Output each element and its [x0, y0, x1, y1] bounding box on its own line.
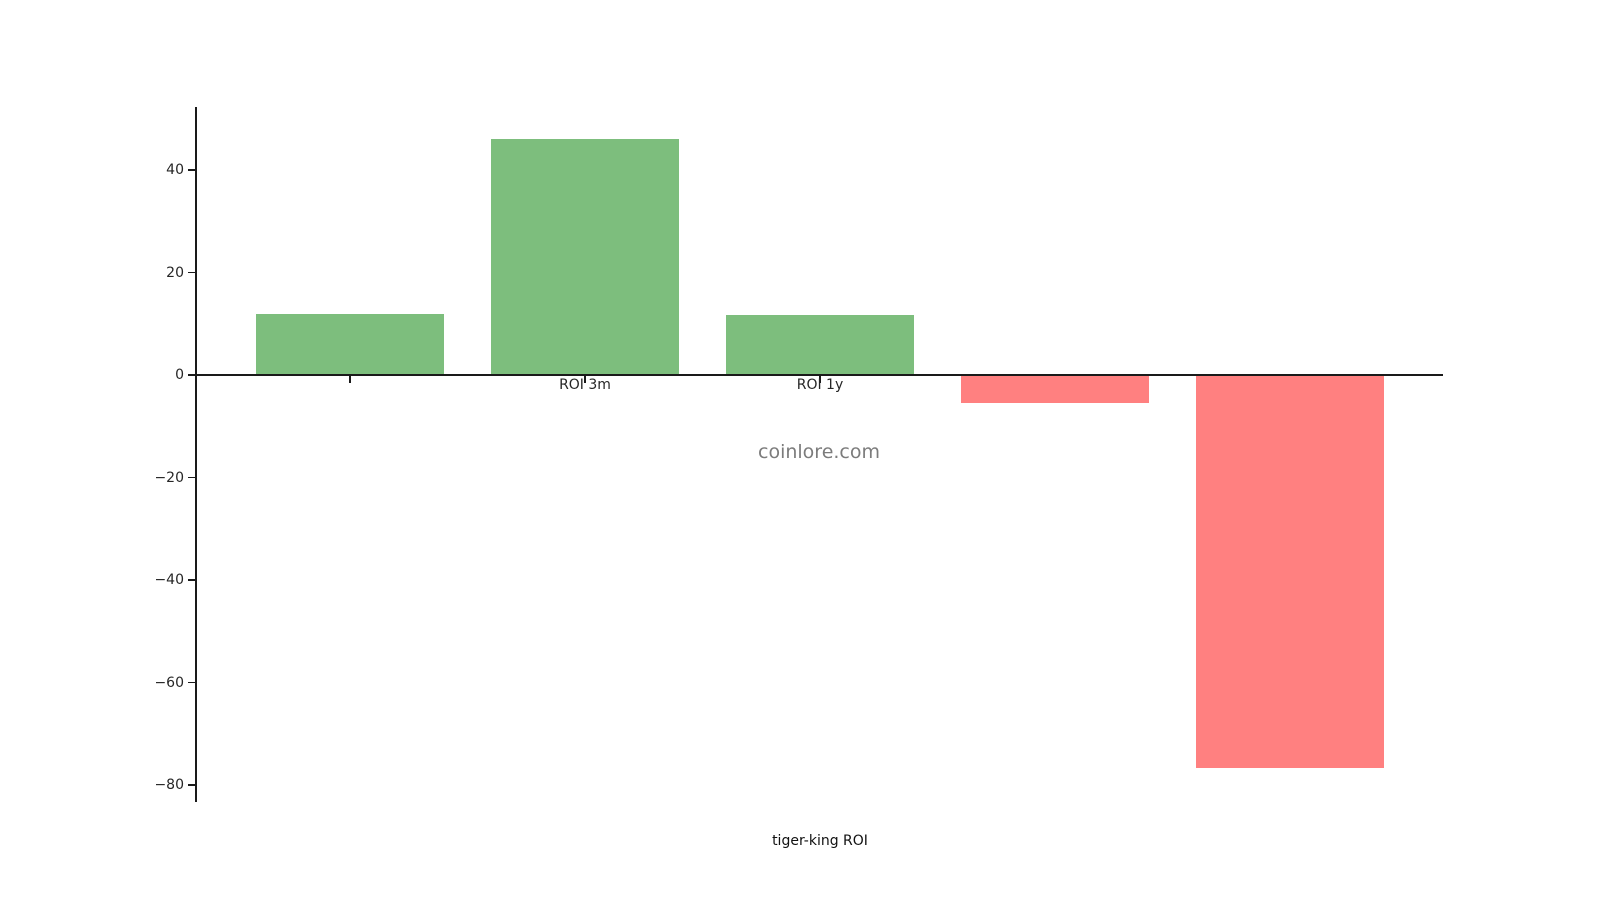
bar-positive: [491, 138, 679, 375]
y-tick-label: −20: [154, 469, 184, 486]
x-tick-mark: [349, 375, 351, 383]
x-axis-title: tiger-king ROI: [772, 833, 868, 849]
y-tick-label: −60: [154, 674, 184, 691]
y-tick-mark: [188, 579, 195, 581]
watermark: coinlore.com: [758, 441, 880, 463]
x-tick-mark: [819, 375, 821, 383]
y-tick-label: 20: [166, 264, 184, 281]
y-tick-mark: [188, 374, 195, 376]
x-tick-mark: [584, 375, 586, 383]
y-tick-mark: [188, 169, 195, 171]
y-tick-label: −40: [154, 572, 184, 588]
y-tick-label: −80: [154, 777, 184, 793]
y-tick-label: 40: [166, 162, 184, 178]
y-tick-mark: [188, 476, 195, 479]
y-tick-mark: [188, 784, 195, 786]
bar-negative: [1196, 375, 1384, 769]
y-axis-line: [195, 107, 197, 802]
bar-positive: [726, 314, 914, 375]
x-axis-line: [196, 374, 1443, 376]
bar-negative: [961, 375, 1149, 404]
y-tick-mark: [188, 271, 195, 274]
x-tick-label: ROI 3m: [559, 377, 611, 393]
y-tick-label: 0: [175, 367, 184, 383]
y-tick-mark: [188, 681, 195, 684]
bar-positive: [256, 313, 444, 375]
x-tick-label: ROI 1y: [796, 377, 844, 393]
